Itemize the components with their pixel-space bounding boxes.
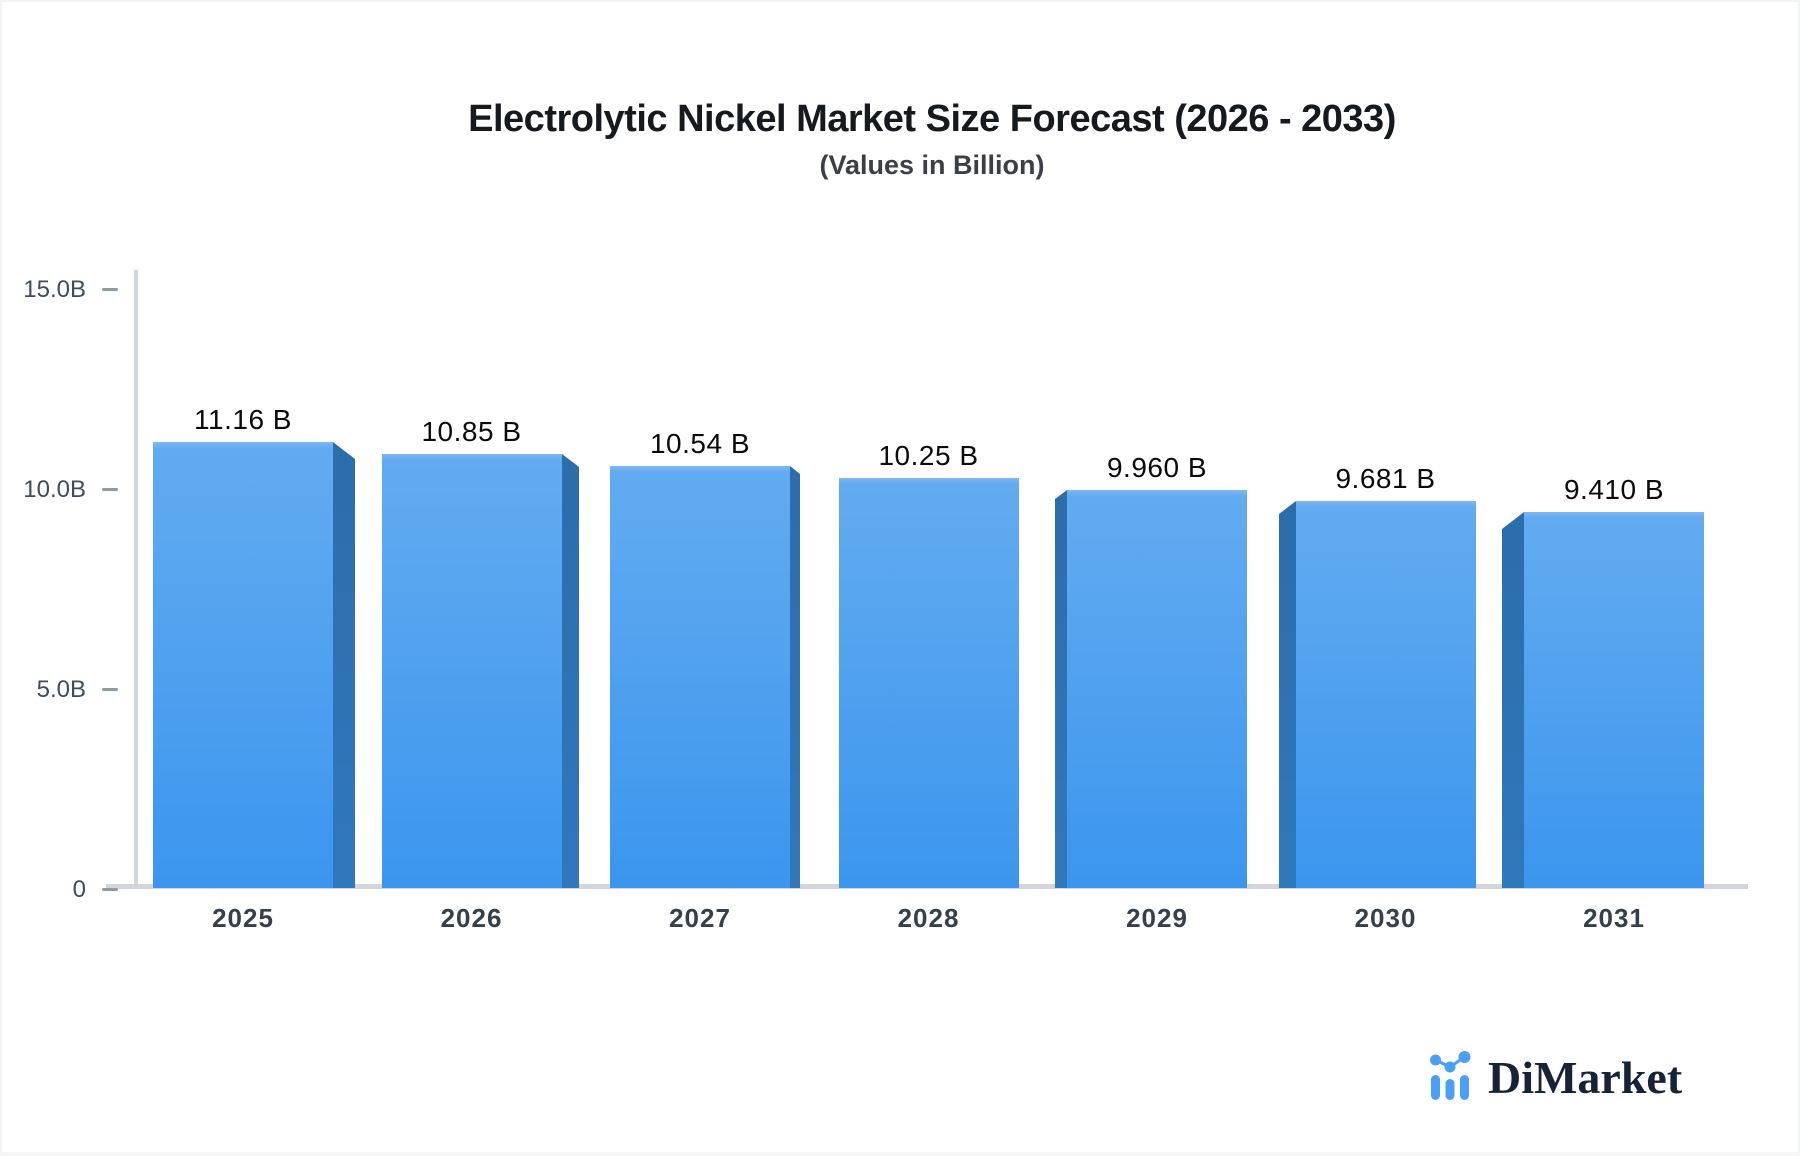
x-axis-label-2029: 2029	[1126, 903, 1188, 933]
y-tick-label-5.0B: 5.0B	[36, 676, 86, 703]
bar-face	[382, 454, 562, 888]
x-axis-label-2028: 2028	[897, 903, 960, 933]
bar-2027[interactable]	[610, 466, 800, 888]
y-axis-line	[134, 270, 138, 888]
x-axis-label-2026: 2026	[440, 903, 503, 933]
x-axis-label-2025: 2025	[212, 903, 274, 933]
y-tick-mark	[102, 688, 118, 691]
bar-2030[interactable]	[1279, 501, 1476, 888]
bar-value-label-2031: 9.410 B	[1563, 474, 1665, 505]
y-tick-mark	[102, 288, 118, 291]
bar-value-label-2030: 9.681 B	[1335, 463, 1436, 494]
bar-face	[153, 442, 333, 888]
bar-2025[interactable]	[153, 442, 355, 888]
bar-value-label-2026: 10.85 B	[421, 416, 522, 447]
chart-title: Electrolytic Nickel Market Size Forecast…	[468, 98, 1396, 140]
bar-value-label-2027: 10.54 B	[649, 428, 751, 459]
bar-3d-side	[790, 466, 800, 888]
logo-wordmark: DiMarket	[1488, 1052, 1683, 1103]
bar-2028[interactable]	[839, 478, 1019, 888]
bar-2026[interactable]	[382, 454, 579, 888]
dimarket-logo[interactable]: DiMarket	[1424, 1042, 1714, 1102]
bar-value-label-2029: 9.960 B	[1106, 452, 1208, 483]
y-tick-label-15.0B: 15.0B	[23, 276, 86, 303]
x-axis-label-2027: 2027	[669, 903, 731, 933]
bar-3d-side	[1502, 512, 1524, 888]
bar-2031[interactable]	[1502, 512, 1704, 888]
bar-3d-side	[333, 442, 355, 888]
y-tick-mark	[102, 488, 118, 491]
bar-2029[interactable]	[1055, 490, 1247, 888]
bar-face	[839, 478, 1019, 888]
y-tick-label-0: 0	[72, 876, 86, 903]
mini-bar-chart-icon	[1430, 1051, 1471, 1100]
bar-face	[1524, 512, 1704, 888]
bar-value-label-2028: 10.25 B	[878, 440, 979, 471]
y-tick-mark	[102, 888, 118, 891]
y-tick-label-10.0B: 10.0B	[23, 476, 86, 503]
bar-value-label-2025: 11.16 B	[194, 404, 292, 435]
bar-3d-side	[1055, 490, 1067, 888]
x-axis-label-2030: 2030	[1354, 903, 1417, 933]
bar-3d-side	[562, 454, 579, 888]
chart-subtitle: (Values in Billion)	[819, 150, 1045, 180]
bar-face	[1296, 501, 1476, 888]
bar-face	[1067, 490, 1247, 888]
x-axis-label-2031: 2031	[1583, 903, 1645, 933]
bar-face	[610, 466, 790, 888]
bar-3d-side	[1279, 501, 1296, 888]
